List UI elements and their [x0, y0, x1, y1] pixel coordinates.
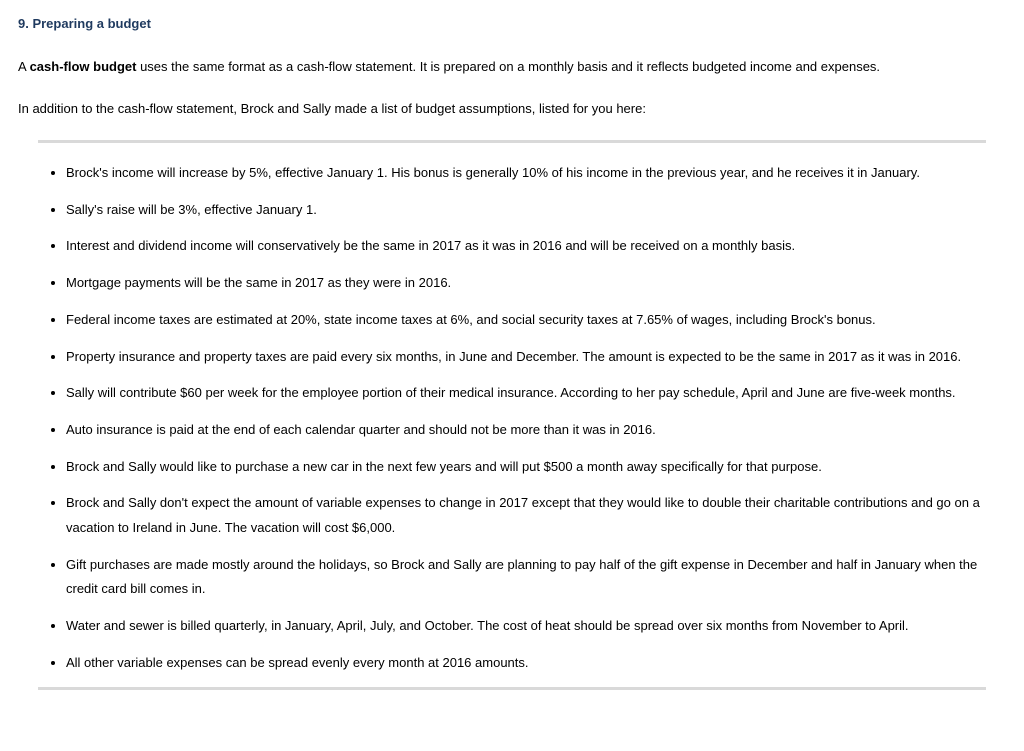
list-item: Property insurance and property taxes ar… — [66, 345, 986, 370]
list-item: Brock and Sally don't expect the amount … — [66, 491, 986, 540]
intro-paragraph: A cash-flow budget uses the same format … — [18, 55, 1006, 80]
section-heading: 9. Preparing a budget — [18, 12, 1006, 37]
list-item: Mortgage payments will be the same in 20… — [66, 271, 986, 296]
list-item: Gift purchases are made mostly around th… — [66, 553, 986, 602]
intro-bold-term: cash-flow budget — [30, 59, 137, 74]
list-item: All other variable expenses can be sprea… — [66, 651, 986, 676]
list-item: Federal income taxes are estimated at 20… — [66, 308, 986, 333]
assumptions-block: Brock's income will increase by 5%, effe… — [38, 140, 986, 690]
list-item: Sally's raise will be 3%, effective Janu… — [66, 198, 986, 223]
assumptions-list: Brock's income will increase by 5%, effe… — [38, 161, 986, 675]
list-item: Water and sewer is billed quarterly, in … — [66, 614, 986, 639]
list-item: Auto insurance is paid at the end of eac… — [66, 418, 986, 443]
bottom-rule — [38, 687, 986, 690]
list-item: Brock's income will increase by 5%, effe… — [66, 161, 986, 186]
intro-suffix: uses the same format as a cash-flow stat… — [136, 59, 880, 74]
lead-in-paragraph: In addition to the cash-flow statement, … — [18, 97, 1006, 122]
list-item: Brock and Sally would like to purchase a… — [66, 455, 986, 480]
top-rule — [38, 140, 986, 143]
list-item: Sally will contribute $60 per week for t… — [66, 381, 986, 406]
list-item: Interest and dividend income will conser… — [66, 234, 986, 259]
intro-prefix: A — [18, 59, 30, 74]
